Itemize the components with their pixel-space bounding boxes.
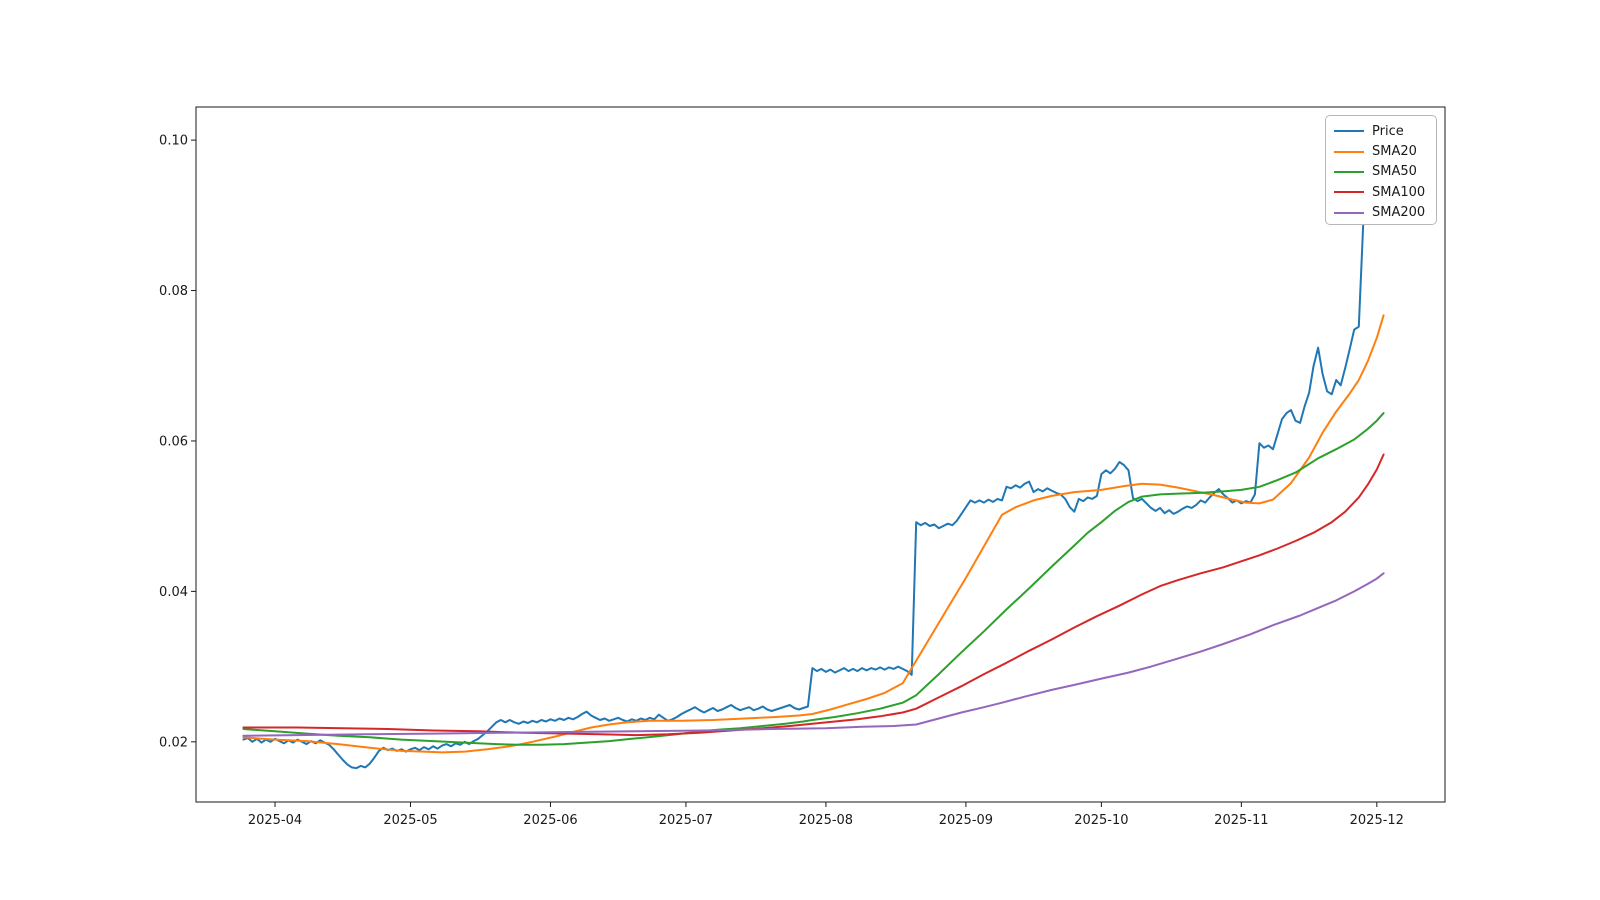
- legend-label: SMA100: [1372, 184, 1426, 200]
- legend-item-price: Price: [1334, 121, 1436, 141]
- y-tick-label: 0.06: [159, 434, 188, 449]
- x-tick-label: 2025-08: [799, 813, 853, 828]
- legend-item-sma50: SMA50: [1334, 162, 1436, 182]
- legend: Price SMA20 SMA50 SMA100 SMA200: [1325, 115, 1437, 225]
- legend-line-sample: [1334, 170, 1364, 173]
- legend-line-sample: [1334, 191, 1364, 194]
- x-tick-label: 2025-07: [659, 813, 713, 828]
- series-line-sma20: [242, 314, 1385, 754]
- legend-line-sample: [1334, 211, 1364, 214]
- axes-spines: [195, 106, 1446, 803]
- legend-line-sample: [1334, 130, 1364, 133]
- series-line-sma100: [242, 453, 1385, 737]
- legend-label: SMA200: [1372, 205, 1426, 221]
- x-tick-label: 2025-10: [1074, 813, 1128, 828]
- legend-item-sma100: SMA100: [1334, 182, 1436, 202]
- series-line-price: [242, 165, 1383, 770]
- legend-item-sma20: SMA20: [1334, 141, 1436, 161]
- y-tick-label: 0.04: [159, 585, 188, 600]
- series-line-sma200: [242, 572, 1385, 737]
- x-tick-label: 2025-05: [383, 813, 437, 828]
- y-tick-label: 0.02: [159, 735, 188, 750]
- x-tick-label: 2025-11: [1214, 813, 1268, 828]
- y-tick-label: 0.08: [159, 284, 188, 299]
- y-tick-label: 0.10: [159, 134, 188, 149]
- x-tick-label: 2025-09: [939, 813, 993, 828]
- x-tick-label: 2025-04: [248, 813, 302, 828]
- legend-item-sma200: SMA200: [1334, 203, 1436, 223]
- x-tick-label: 2025-12: [1350, 813, 1404, 828]
- x-tick-label: 2025-06: [523, 813, 577, 828]
- legend-label: Price: [1372, 123, 1404, 139]
- legend-label: SMA20: [1372, 144, 1417, 160]
- legend-label: SMA50: [1372, 164, 1417, 180]
- series-line-sma50: [242, 412, 1385, 746]
- legend-line-sample: [1334, 150, 1364, 153]
